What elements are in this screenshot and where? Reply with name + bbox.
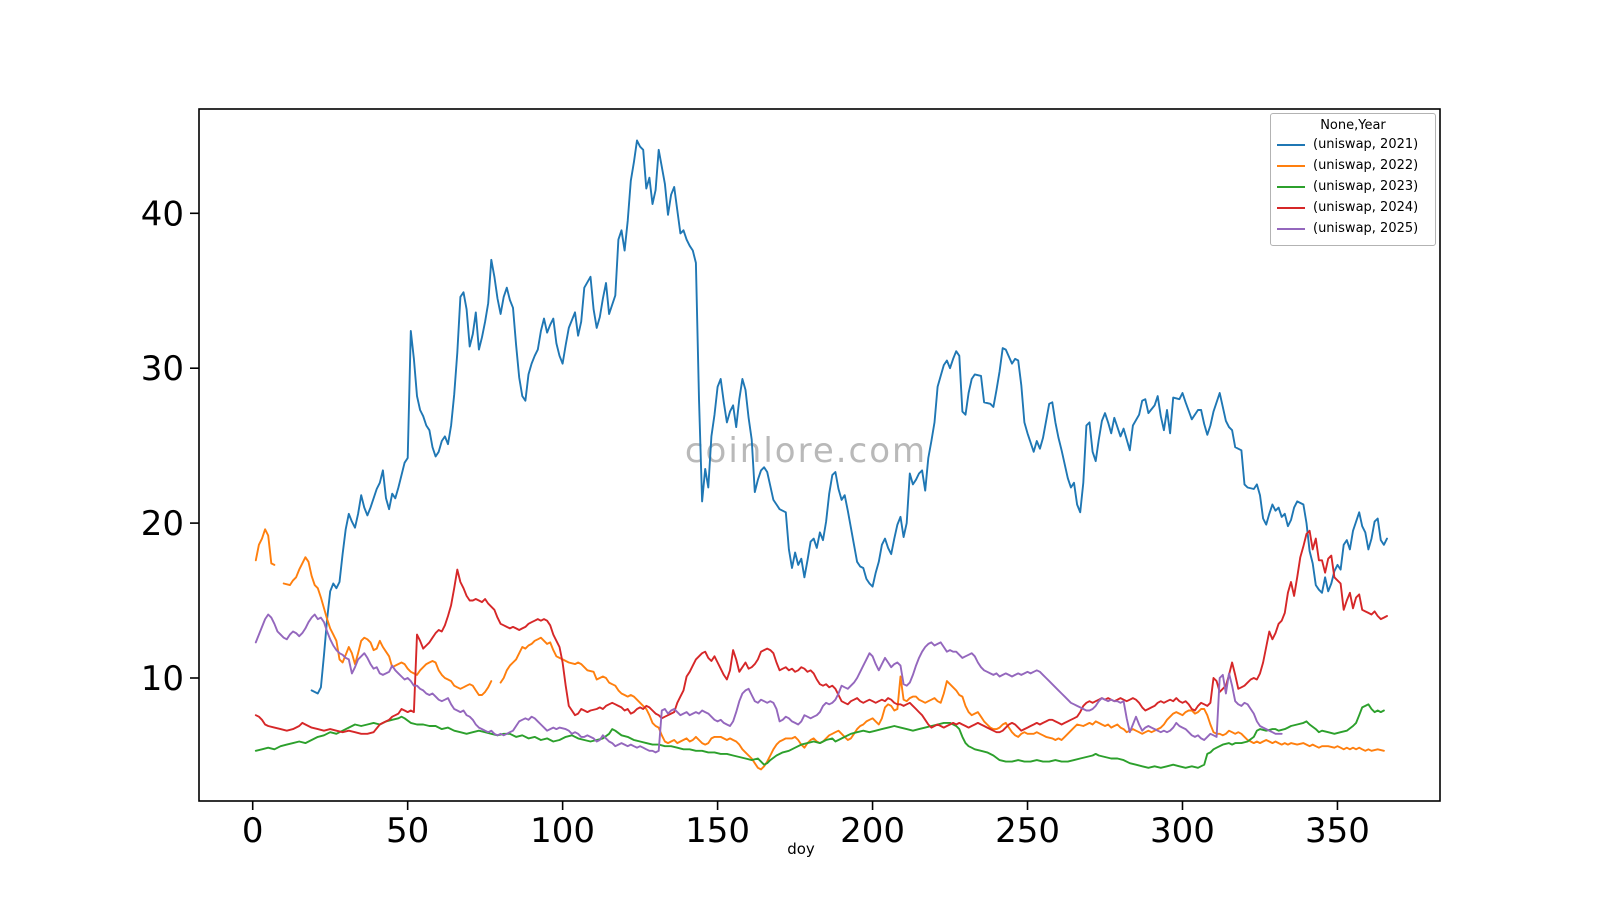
- y-tick-label: 20: [141, 504, 184, 544]
- x-tick-label: 200: [840, 811, 905, 851]
- legend-entry: (uniswap, 2022): [1277, 155, 1429, 176]
- series-line-2022: [282, 556, 493, 696]
- y-tick-label: 10: [141, 659, 184, 699]
- legend-entry-label: (uniswap, 2022): [1313, 158, 1419, 173]
- axis-ticks: 0 50 100 150 200 250 300 350 10 20 30 40: [141, 194, 1370, 851]
- series-group: [254, 139, 1388, 771]
- plot-border: [198, 108, 1441, 802]
- series-line-2021: [310, 139, 1388, 695]
- series-line-2024: [254, 529, 1388, 735]
- x-tick-label: 250: [995, 811, 1060, 851]
- series-line-2023: [254, 703, 1385, 769]
- y-tick-label: 30: [141, 349, 184, 389]
- legend-line-swatch-icon: [1277, 185, 1305, 188]
- legend-line-swatch-icon: [1277, 227, 1305, 230]
- legend-entry-label: (uniswap, 2025): [1313, 221, 1419, 236]
- legend-line-swatch-icon: [1277, 206, 1305, 209]
- legend: None,Year (uniswap, 2021) (uniswap, 2022)…: [1270, 113, 1436, 246]
- x-tick-label: 300: [1150, 811, 1215, 851]
- y-tick-label: 40: [141, 194, 184, 234]
- series-line-2022: [499, 636, 1385, 771]
- legend-entry: (uniswap, 2024): [1277, 197, 1429, 218]
- legend-line-swatch-icon: [1277, 143, 1305, 146]
- legend-entry-label: (uniswap, 2021): [1313, 137, 1419, 152]
- legend-entry: (uniswap, 2021): [1277, 134, 1429, 155]
- x-tick-label: 0: [242, 811, 264, 851]
- legend-line-swatch-icon: [1277, 164, 1305, 167]
- series-line-2025: [254, 613, 1283, 754]
- legend-entry-label: (uniswap, 2023): [1313, 179, 1419, 194]
- legend-entry: (uniswap, 2023): [1277, 176, 1429, 197]
- legend-entry-label: (uniswap, 2024): [1313, 200, 1419, 215]
- legend-title: None,Year: [1320, 118, 1386, 133]
- x-tick-label: 100: [530, 811, 595, 851]
- legend-rows: (uniswap, 2021) (uniswap, 2022) (uniswap, …: [1277, 134, 1429, 239]
- x-axis-label: doy: [787, 840, 815, 858]
- series-line-2022: [254, 528, 276, 566]
- x-tick-label: 50: [386, 811, 429, 851]
- watermark: coinlore.com: [685, 431, 927, 471]
- x-tick-label: 150: [685, 811, 750, 851]
- x-tick-label: 350: [1305, 811, 1370, 851]
- legend-entry: (uniswap, 2025): [1277, 218, 1429, 239]
